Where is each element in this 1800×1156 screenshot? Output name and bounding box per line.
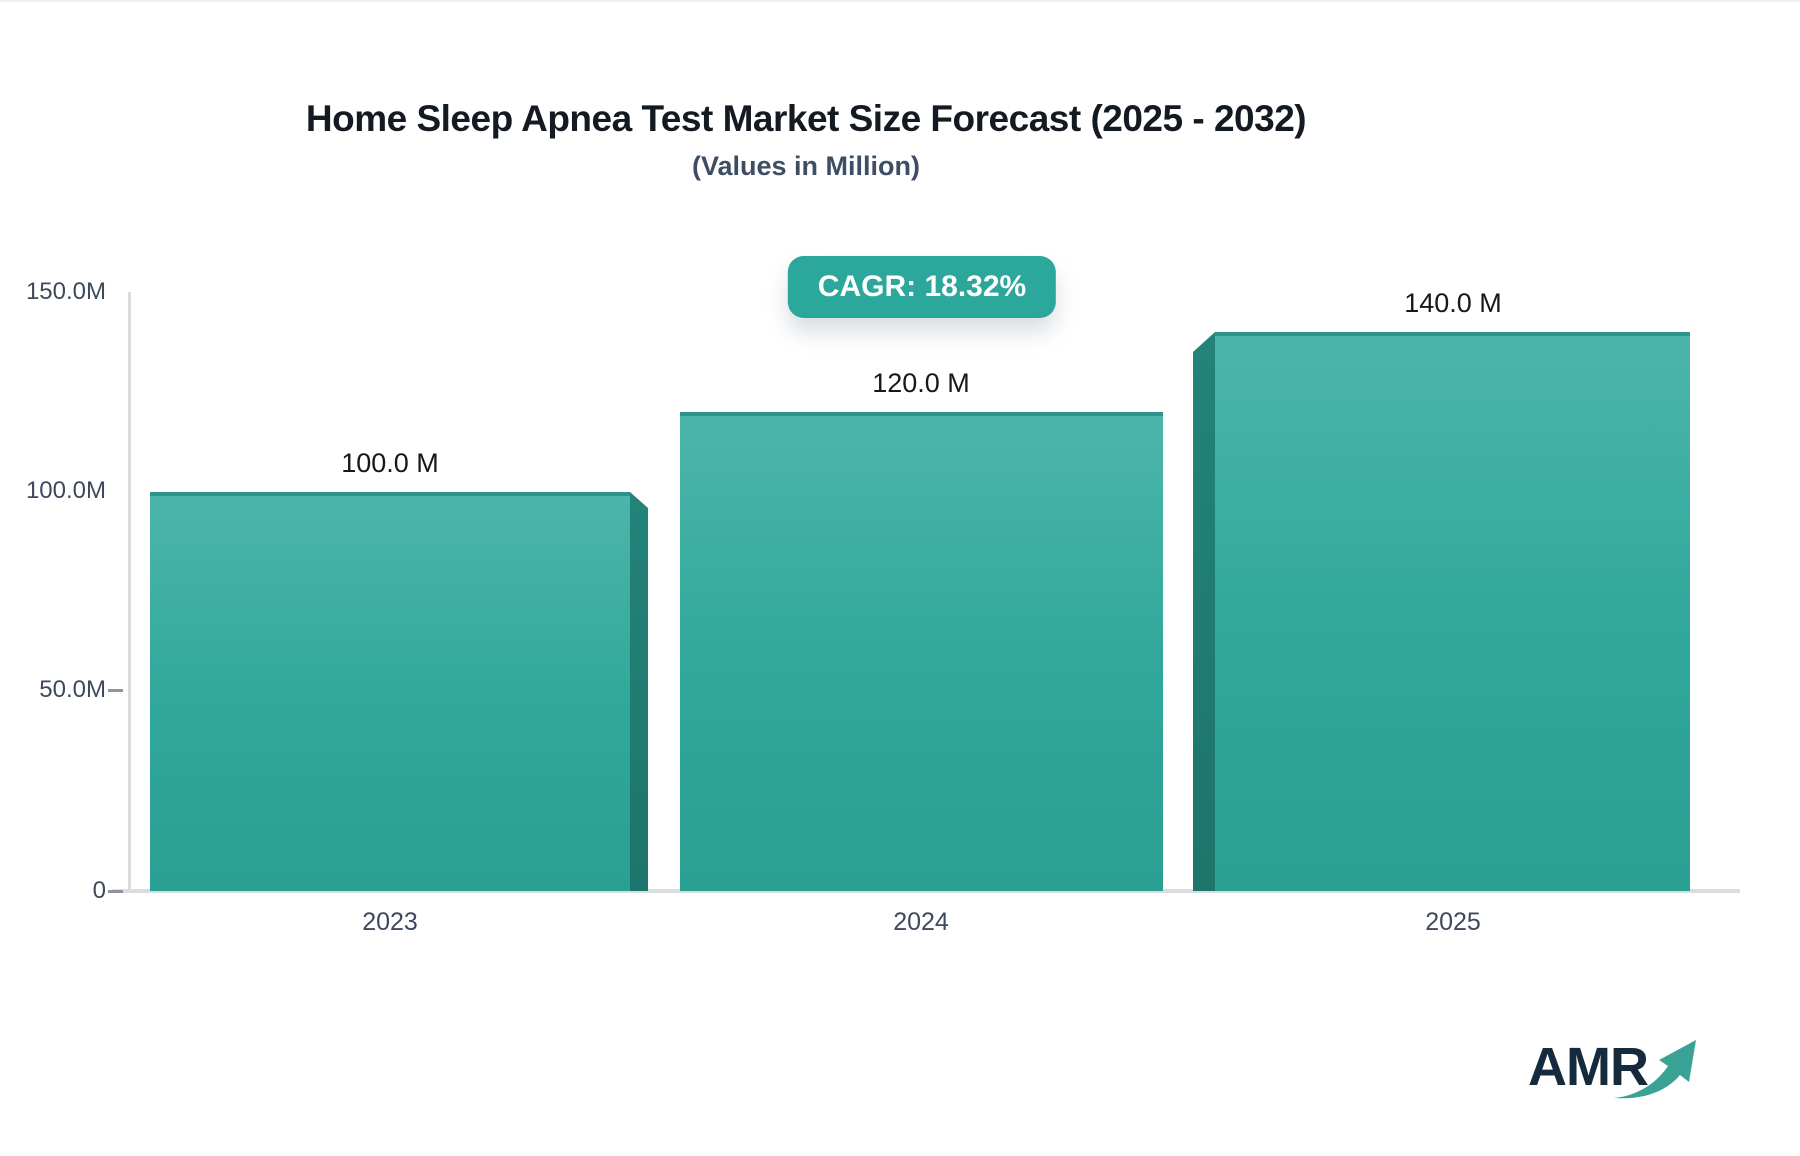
chart-subtitle: (Values in Million) bbox=[691, 151, 921, 181]
y-tick-label-100m: 100.0M bbox=[25, 477, 106, 504]
y-tick-mark-50m bbox=[108, 689, 123, 692]
cagr-badge: CAGR: 18.32% bbox=[787, 256, 1057, 318]
y-axis-line bbox=[128, 292, 131, 891]
amr-logo: AMR bbox=[1528, 1032, 1718, 1122]
bar-value-label-2025: 140.0 M bbox=[1404, 288, 1502, 318]
growth-arrow-icon bbox=[1614, 1040, 1696, 1099]
x-axis-label-2024: 2024 bbox=[893, 908, 949, 936]
bar-value-label-2023: 100.0 M bbox=[341, 448, 439, 478]
x-axis-label-2025: 2025 bbox=[1425, 908, 1481, 936]
bar-2025 bbox=[1215, 332, 1690, 891]
chart-title: Home Sleep Apnea Test Market Size Foreca… bbox=[305, 98, 1307, 139]
bar-2023 bbox=[150, 492, 630, 891]
bar-value-label-2024: 120.0 M bbox=[872, 368, 970, 398]
y-tick-label-0: 0 bbox=[92, 877, 106, 904]
y-tick-label-150m: 150.0M bbox=[25, 278, 106, 305]
amr-logo-text: AMR bbox=[1528, 1037, 1649, 1097]
bar-2023-3d-edge bbox=[630, 492, 648, 891]
bar-2025-3d-edge bbox=[1193, 332, 1215, 891]
x-axis-label-2023: 2023 bbox=[362, 908, 418, 936]
y-tick-label-50m: 50.0M bbox=[39, 676, 106, 703]
bar-2024 bbox=[680, 412, 1163, 891]
y-tick-mark-0 bbox=[108, 890, 123, 893]
x-axis-baseline bbox=[112, 889, 1740, 893]
